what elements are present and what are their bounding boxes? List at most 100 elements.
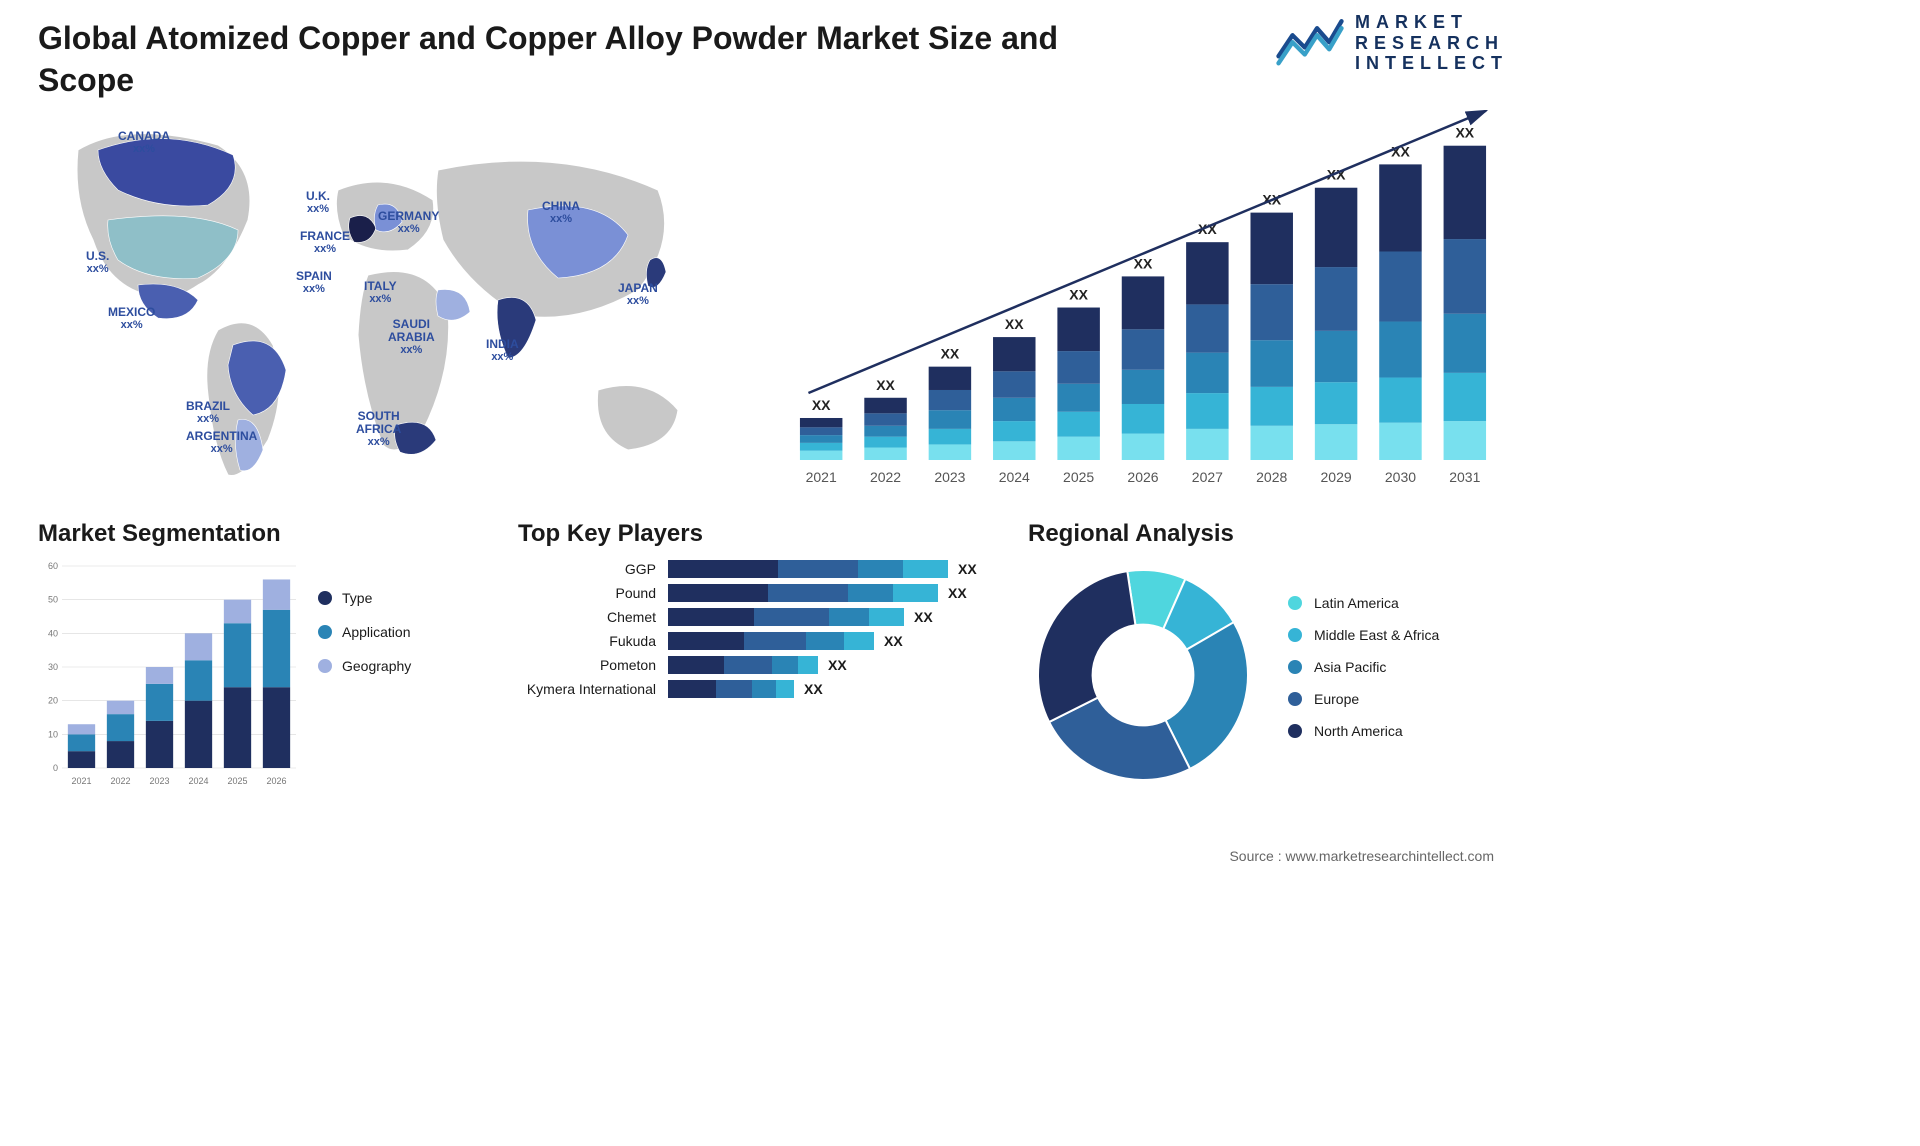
- player-value: XX: [884, 633, 903, 649]
- seg-legend-item: Application: [318, 624, 411, 640]
- player-bar: [668, 656, 818, 674]
- svg-text:2022: 2022: [870, 469, 901, 485]
- players-chart: GGPXXPoundXXChemetXXFukudaXXPometonXXKym…: [518, 560, 998, 698]
- brand-logo: MARKET RESEARCH INTELLECT: [1275, 12, 1508, 74]
- player-name: Pound: [518, 585, 668, 601]
- svg-text:10: 10: [48, 729, 58, 739]
- player-row: FukudaXX: [518, 632, 998, 650]
- map-country-label: FRANCExx%: [300, 230, 350, 255]
- svg-text:20: 20: [48, 696, 58, 706]
- logo-line1: MARKET: [1355, 12, 1508, 33]
- map-country-label: SPAINxx%: [296, 270, 332, 295]
- map-country-label: JAPANxx%: [618, 282, 658, 307]
- svg-text:2022: 2022: [110, 776, 130, 786]
- svg-text:2026: 2026: [266, 776, 286, 786]
- source-label: Source : www.marketresearchintellect.com: [1229, 848, 1494, 864]
- map-country-label: CHINAxx%: [542, 200, 580, 225]
- regional-panel: Regional Analysis Latin America Middle Ea…: [1028, 520, 1518, 820]
- player-name: Kymera International: [518, 681, 668, 697]
- logo-line2: RESEARCH: [1355, 33, 1508, 54]
- top-row: CANADAxx% U.S.xx% MEXICOxx% BRAZILxx% ARGENT…: [38, 110, 1518, 500]
- player-bar: [668, 608, 904, 626]
- region-legend-item: North America: [1288, 723, 1439, 739]
- bottom-row: Market Segmentation 01020304050602021202…: [38, 520, 1518, 820]
- logo-mark-icon: [1275, 13, 1345, 73]
- map-country-label: CANADAxx%: [118, 130, 170, 155]
- player-bar: [668, 560, 948, 578]
- map-country-label: BRAZILxx%: [186, 400, 230, 425]
- svg-text:0: 0: [53, 763, 58, 773]
- svg-text:2024: 2024: [999, 469, 1030, 485]
- player-row: Pound XX: [518, 584, 998, 602]
- svg-text:2026: 2026: [1127, 469, 1158, 485]
- svg-text:2024: 2024: [188, 776, 208, 786]
- player-value: XX: [828, 657, 847, 673]
- map-country-label: MEXICOxx%: [108, 306, 155, 331]
- svg-text:2023: 2023: [934, 469, 965, 485]
- segmentation-title: Market Segmentation: [38, 520, 488, 548]
- svg-text:XX: XX: [1005, 316, 1024, 332]
- player-name: Pometon: [518, 657, 668, 673]
- svg-text:2023: 2023: [149, 776, 169, 786]
- header: Global Atomized Copper and Copper Alloy …: [38, 0, 1518, 100]
- players-title: Top Key Players: [518, 520, 998, 548]
- player-row: Kymera International XX: [518, 680, 998, 698]
- svg-text:2027: 2027: [1192, 469, 1223, 485]
- map-country-label: ARGENTINAxx%: [186, 430, 257, 455]
- map-country-label: U.K.xx%: [306, 190, 330, 215]
- player-row: Pometon XX: [518, 656, 998, 674]
- region-legend-item: Europe: [1288, 691, 1439, 707]
- logo-text: MARKET RESEARCH INTELLECT: [1355, 12, 1508, 74]
- svg-text:2028: 2028: [1256, 469, 1287, 485]
- player-bar: [668, 680, 794, 698]
- growth-chart-panel: XX 2021 XX 2022 XX 2023 XX 2024 XX 2025 XX 2026 XX 20…: [738, 110, 1518, 500]
- svg-text:2030: 2030: [1385, 469, 1416, 485]
- map-country-label: SAUDIARABIAxx%: [388, 318, 435, 356]
- svg-text:30: 30: [48, 662, 58, 672]
- map-country-label: U.S.xx%: [86, 250, 109, 275]
- svg-text:XX: XX: [1455, 125, 1474, 141]
- seg-legend-item: Geography: [318, 658, 411, 674]
- region-legend-item: Middle East & Africa: [1288, 627, 1439, 643]
- svg-text:XX: XX: [1134, 255, 1153, 271]
- player-value: XX: [804, 681, 823, 697]
- player-bar: [668, 584, 938, 602]
- regional-title: Regional Analysis: [1028, 520, 1518, 548]
- page: Global Atomized Copper and Copper Alloy …: [38, 0, 1518, 870]
- svg-text:60: 60: [48, 561, 58, 571]
- segmentation-inner: 0102030405060202120222023202420252026 Ty…: [38, 560, 488, 790]
- svg-text:XX: XX: [876, 377, 895, 393]
- player-value: XX: [958, 561, 977, 577]
- region-legend-item: Latin America: [1288, 595, 1439, 611]
- growth-chart-svg: XX 2021 XX 2022 XX 2023 XX 2024 XX 2025 XX 2026 XX 20…: [768, 110, 1518, 490]
- segmentation-panel: Market Segmentation 01020304050602021202…: [38, 520, 488, 820]
- svg-text:2029: 2029: [1321, 469, 1352, 485]
- svg-text:XX: XX: [941, 346, 960, 362]
- svg-text:XX: XX: [812, 397, 831, 413]
- svg-text:40: 40: [48, 628, 58, 638]
- player-name: Chemet: [518, 609, 668, 625]
- player-value: XX: [914, 609, 933, 625]
- svg-text:2021: 2021: [806, 469, 837, 485]
- players-panel: Top Key Players GGPXXPoundXXChemetXXFuku…: [518, 520, 998, 820]
- svg-text:2025: 2025: [227, 776, 247, 786]
- logo-line3: INTELLECT: [1355, 53, 1508, 74]
- map-country-label: INDIAxx%: [486, 338, 519, 363]
- svg-text:XX: XX: [1069, 287, 1088, 303]
- svg-text:2031: 2031: [1449, 469, 1480, 485]
- regional-inner: Latin America Middle East & Africa Asia Pa…: [1028, 560, 1518, 790]
- segmentation-legend: Type Application Geography: [318, 590, 411, 790]
- map-country-label: SOUTHAFRICAxx%: [356, 410, 401, 448]
- region-legend-item: Asia Pacific: [1288, 659, 1439, 675]
- player-row: Chemet XX: [518, 608, 998, 626]
- svg-text:50: 50: [48, 595, 58, 605]
- player-bar: [668, 632, 874, 650]
- svg-text:2025: 2025: [1063, 469, 1094, 485]
- regional-legend: Latin America Middle East & Africa Asia Pa…: [1288, 595, 1439, 755]
- map-country-label: GERMANYxx%: [378, 210, 439, 235]
- player-value: XX: [948, 585, 967, 601]
- player-name: GGP: [518, 561, 668, 577]
- seg-legend-item: Type: [318, 590, 411, 606]
- page-title: Global Atomized Copper and Copper Alloy …: [38, 18, 1068, 101]
- player-row: GGP XX: [518, 560, 998, 578]
